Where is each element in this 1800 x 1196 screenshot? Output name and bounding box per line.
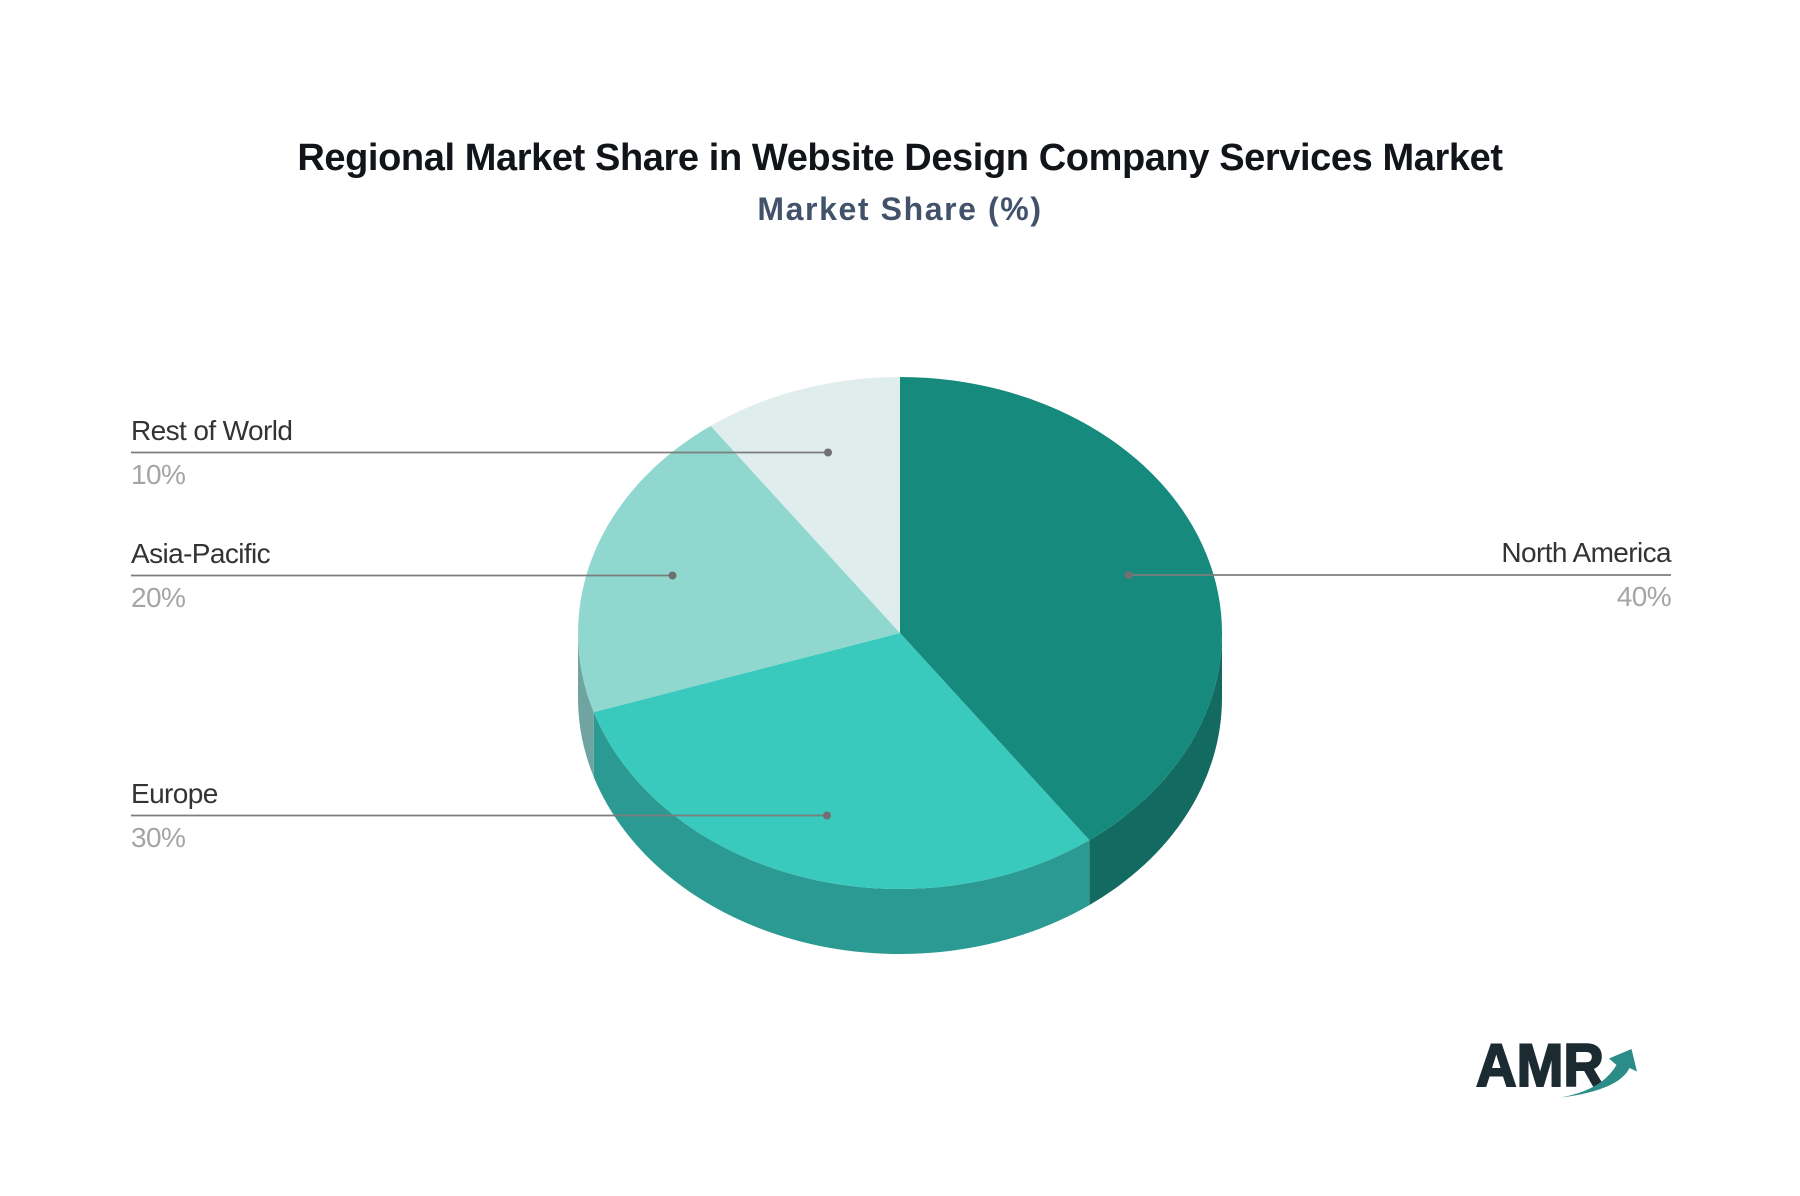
svg-text:AMR: AMR	[1476, 1032, 1604, 1099]
